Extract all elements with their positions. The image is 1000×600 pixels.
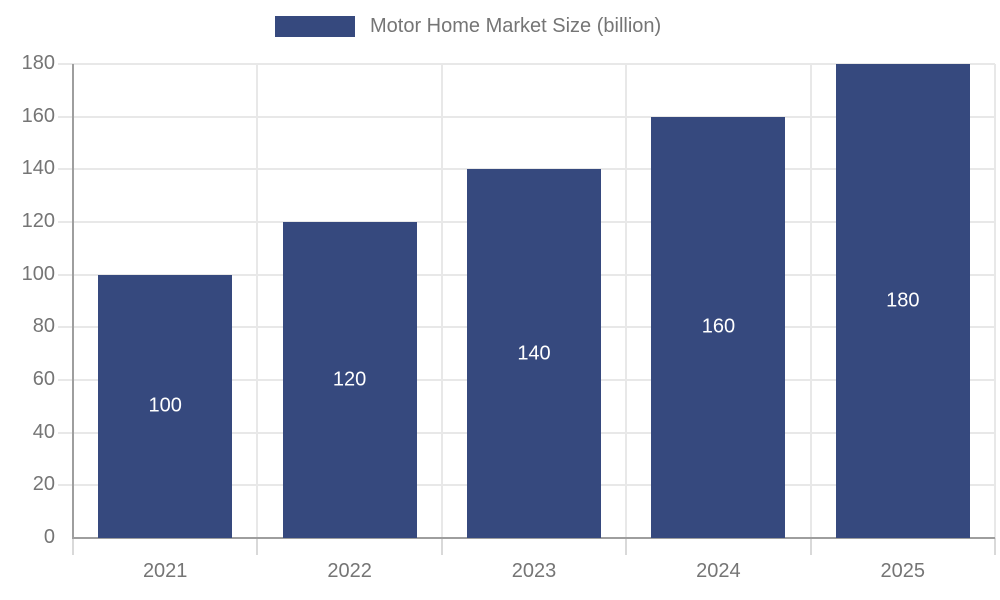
- x-axis-line: [72, 537, 995, 539]
- x-axis-tick: [72, 538, 74, 555]
- gridline-v: [625, 64, 628, 538]
- y-tick-label: 60: [32, 368, 55, 391]
- bar-2024[interactable]: 160: [651, 116, 786, 538]
- legend-label: Motor Home Market Size (billion): [370, 15, 662, 37]
- x-axis-tick: [809, 538, 812, 555]
- legend-swatch: [275, 16, 355, 37]
- gridline-h: [58, 63, 995, 65]
- y-tick-label: 100: [21, 262, 55, 285]
- gridline-v: [440, 64, 443, 538]
- y-tick-label: 20: [32, 473, 55, 496]
- bar-value-label: 140: [517, 342, 551, 365]
- x-tick-label: 2025: [880, 560, 926, 582]
- x-tick-label: 2023: [511, 560, 557, 582]
- bar-value-label: 120: [332, 368, 367, 391]
- x-axis-tick: [625, 538, 628, 555]
- x-tick-label: 2021: [142, 560, 188, 582]
- x-tick-label: 2024: [696, 560, 741, 582]
- gridline-v: [256, 64, 259, 538]
- bar-2021[interactable]: 100: [98, 274, 233, 538]
- chart-legend: Motor Home Market Size (billion): [275, 15, 661, 38]
- y-tick-label: 120: [21, 210, 55, 233]
- gridline-h: [58, 115, 995, 118]
- bar-value-label: 180: [886, 289, 920, 312]
- gridline-v: [809, 64, 812, 538]
- gridline-v: [994, 64, 996, 538]
- bar-2022[interactable]: 120: [282, 222, 417, 538]
- bar-value-label: 100: [148, 394, 182, 417]
- y-tick-label: 0: [43, 526, 55, 549]
- y-tick-label: 40: [32, 420, 55, 443]
- bar-value-label: 160: [701, 315, 736, 338]
- x-axis-tick: [256, 538, 259, 555]
- bar-2025[interactable]: 180: [835, 64, 970, 538]
- y-tick-label: 140: [21, 157, 55, 180]
- x-axis-tick: [994, 538, 996, 555]
- x-axis-tick: [440, 538, 443, 555]
- y-tick-label: 180: [21, 52, 55, 75]
- x-tick-label: 2022: [327, 560, 372, 582]
- y-tick-label: 80: [32, 315, 55, 338]
- bar-2023[interactable]: 140: [467, 169, 601, 538]
- y-tick-label: 160: [21, 104, 55, 127]
- y-axis-line: [72, 64, 74, 538]
